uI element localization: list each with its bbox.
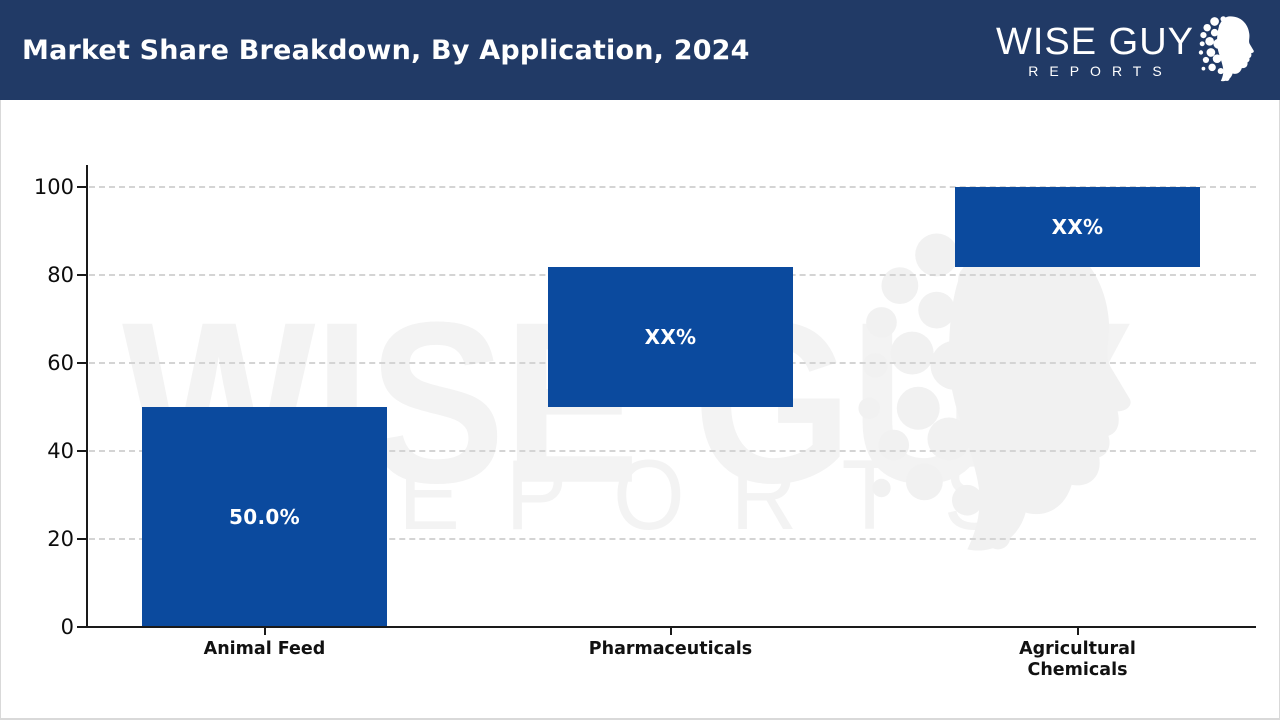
y-axis-line [86, 165, 88, 628]
bar-animal-feed: 50.0% [142, 407, 387, 627]
ytick-mark-80 [77, 274, 87, 276]
xtick-mark-pharmaceuticals [669, 627, 672, 635]
wise-guy-reports-logo: WISE GUY REPORTS [996, 11, 1258, 89]
xtick-mark-animal-feed [263, 627, 266, 635]
ytick-mark-100 [77, 186, 87, 188]
bar-value-label-pharmaceuticals: XX% [644, 325, 697, 350]
category-label-pharmaceuticals: Pharmaceuticals [588, 639, 753, 659]
logo-wordmark: WISE GUY REPORTS [996, 23, 1194, 78]
watermark-dotted-head-icon [858, 228, 1131, 551]
ytick-mark-40 [77, 450, 87, 452]
ytick-label-60: 60 [47, 351, 74, 375]
ytick-mark-0 [77, 626, 87, 628]
logo-reports-text: REPORTS [1028, 62, 1173, 79]
xtick-mark-agricultural-chemicals [1076, 627, 1079, 635]
ytick-label-80: 80 [47, 263, 74, 287]
category-label-animal-feed: Animal Feed [203, 639, 326, 659]
ytick-label-40: 40 [47, 439, 74, 463]
bar-value-label-animal-feed: 50.0% [229, 505, 300, 529]
header-bar: Market Share Breakdown, By Application, … [0, 0, 1280, 100]
gridline-y100 [89, 186, 1256, 188]
page-border-left [0, 100, 1, 720]
bar-pharmaceuticals: XX% [548, 267, 793, 407]
ytick-label-0: 0 [60, 615, 74, 639]
bar-value-label-agricultural-chemicals: XX% [1051, 215, 1104, 240]
bar-agricultural-chemicals: XX% [955, 187, 1200, 268]
ytick-label-100: 100 [33, 175, 74, 199]
logo-wiseguy-text: WISE GUY [995, 20, 1194, 63]
ytick-mark-20 [77, 538, 87, 540]
plot-area: 0 20 40 60 80 100 50.0% Animal Feed XX% Pharmaceu… [0, 100, 1280, 720]
page-border-bottom [0, 718, 1280, 720]
ytick-mark-60 [77, 362, 87, 364]
page-title: Market Share Breakdown, By Application, … [22, 34, 750, 66]
gridline-y20 [89, 538, 1256, 540]
gridline-y40 [89, 450, 1256, 452]
category-label-agricultural-chemicals: Agricultural Chemicals [1019, 639, 1136, 680]
dotted-head-icon [1198, 16, 1254, 82]
ytick-label-20: 20 [47, 527, 74, 551]
